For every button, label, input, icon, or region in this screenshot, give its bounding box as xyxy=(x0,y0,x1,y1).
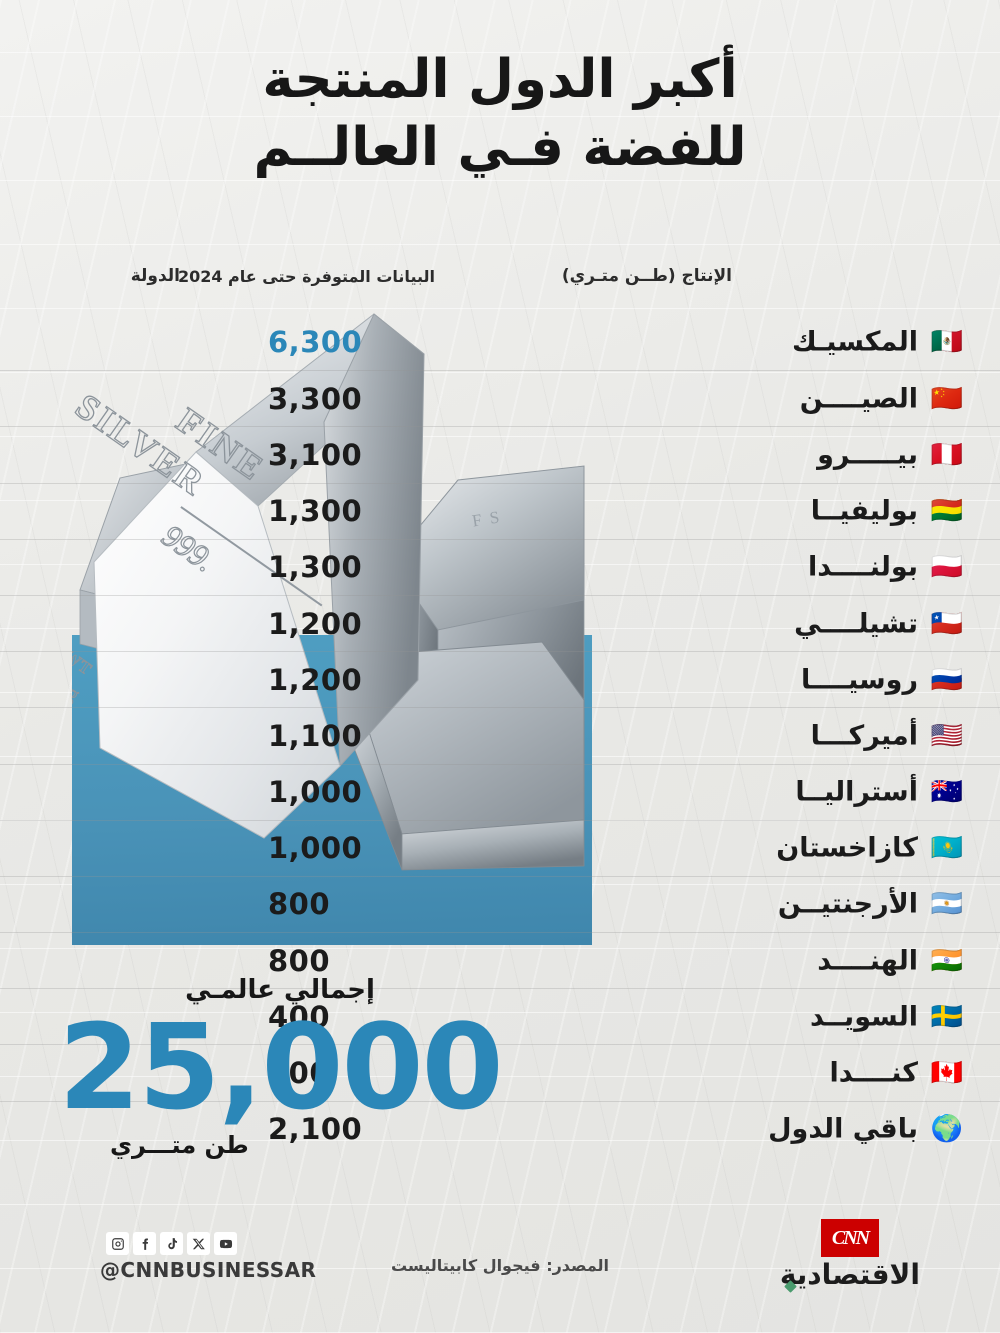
x-icon[interactable] xyxy=(187,1232,210,1255)
country-name: بولنــــدا xyxy=(808,551,918,583)
flag-peru: 🇵🇪 xyxy=(930,439,964,470)
tiktok-icon[interactable] xyxy=(160,1232,183,1255)
country-name: باقي الدول xyxy=(768,1113,918,1145)
table-row: 🇨🇳 الصيــــن 3,300 xyxy=(0,370,1000,426)
flag-china: 🇨🇳 xyxy=(930,383,964,414)
production-value: 1,000 xyxy=(268,831,363,866)
country-name: الهنــــد xyxy=(817,945,918,977)
production-value: 1,200 xyxy=(268,606,363,641)
country-name: الصيــــن xyxy=(799,383,918,415)
column-headers: الدولة الإنتاج (طــن متـري) البيانات الم… xyxy=(0,266,1000,294)
header-country: الدولة xyxy=(130,266,180,286)
flag-argentina: 🇦🇷 xyxy=(930,889,964,920)
production-value: 3,100 xyxy=(268,437,363,472)
flag-bolivia: 🇧🇴 xyxy=(930,496,964,527)
table-row: 🇵🇱 بولنــــدا 1,300 xyxy=(0,538,1000,595)
table-row: 🇦🇺 أستراليــا 1,000 xyxy=(0,763,1000,820)
cnn-logo: CNN xyxy=(821,1219,879,1257)
table-row: 🇨🇱 تشيلــــي 1,200 xyxy=(0,594,1000,651)
production-value: 1,100 xyxy=(268,718,363,753)
flag-australia: 🇦🇺 xyxy=(930,777,964,808)
flag-russia: 🇷🇺 xyxy=(930,664,964,695)
table-row: 🇺🇸 أميركـــا 1,100 xyxy=(0,707,1000,763)
production-value: 400 xyxy=(268,999,331,1034)
table-row: 🇧🇴 بوليفيــا 1,300 xyxy=(0,482,1000,539)
instagram-icon[interactable] xyxy=(106,1232,129,1255)
header-data-note: البيانات المتوفرة حتى عام 2024 xyxy=(177,267,435,286)
silver-bars-illustration: F S FINE SILVER .999 NET WT 1000g xyxy=(72,313,585,871)
source-credit: المصدر: فيجوال كابيتاليست xyxy=(390,1256,610,1275)
youtube-icon[interactable] xyxy=(214,1232,237,1255)
production-value: 2,100 xyxy=(268,1112,363,1147)
table-row: 🇵🇪 بيـــــرو 3,100 xyxy=(0,426,1000,482)
svg-text:F S: F S xyxy=(471,507,503,530)
table-row: 🇦🇷 الأرجنتيــن 800 xyxy=(0,875,1000,932)
flag-kazakhstan: 🇰🇿 xyxy=(930,833,964,864)
country-name: السويــد xyxy=(810,1001,918,1033)
production-value: 1,000 xyxy=(268,775,363,810)
production-value: 1,300 xyxy=(268,494,363,529)
global-total-unit: طن متـــري xyxy=(110,1131,249,1159)
social-handle[interactable]: @CNNBUSINESSAR xyxy=(100,1258,317,1282)
brand-name-arabic: الاقتصادية xyxy=(779,1258,920,1291)
table-row: 🇷🇺 روسيــــا 1,200 xyxy=(0,651,1000,707)
global-total-label: إجمالي عالمـي xyxy=(185,975,375,1005)
country-name: تشيلــــي xyxy=(794,608,918,640)
table-row: 🇲🇽 المكسيـك 6,300 xyxy=(0,314,1000,370)
flag-mexico: 🇲🇽 xyxy=(930,327,964,358)
production-value: 1,200 xyxy=(268,662,363,697)
production-value: 3,300 xyxy=(268,381,363,416)
title-line-1: أكبر الدول المنتجة xyxy=(262,49,738,110)
title-line-2: للفضة فـي العالــم xyxy=(253,116,747,178)
flag-sweden: 🇸🇪 xyxy=(930,1001,964,1032)
globe-icon: 🌍 xyxy=(930,1114,964,1145)
table-row: 🇰🇿 كازاخستان 1,000 xyxy=(0,819,1000,876)
country-name: أميركـــا xyxy=(810,720,918,752)
country-name: روسيــــا xyxy=(801,664,918,696)
country-name: كنــــدا xyxy=(829,1057,919,1089)
country-name: المكسيـك xyxy=(791,326,918,358)
country-name: كازاخستان xyxy=(776,832,918,864)
page-title: أكبر الدول المنتجة للفضة فـي العالــم xyxy=(0,46,1000,182)
country-name: الأرجنتيــن xyxy=(777,888,918,920)
flag-canada: 🇨🇦 xyxy=(930,1058,964,1089)
production-table: 🇲🇽 المكسيـك 6,300 🇨🇳 الصيــــن 3,300 🇵🇪 بيـــــ… xyxy=(0,314,1000,1157)
flag-usa: 🇺🇸 xyxy=(930,720,964,751)
global-total-value: 25,000 xyxy=(58,998,503,1136)
table-row: 🌍 باقي الدول 2,100 xyxy=(0,1100,1000,1157)
production-value: 800 xyxy=(268,887,331,922)
country-name: بيـــــرو xyxy=(817,439,918,471)
cnn-logo-text: CNN xyxy=(831,1226,870,1249)
table-row: 🇨🇦 كنــــدا 300 xyxy=(0,1044,1000,1100)
facebook-icon[interactable] xyxy=(133,1232,156,1255)
production-value: 800 xyxy=(268,943,331,978)
flag-india: 🇮🇳 xyxy=(930,945,964,976)
social-links[interactable] xyxy=(106,1232,237,1255)
country-name: أستراليــا xyxy=(795,776,918,808)
flag-chile: 🇨🇱 xyxy=(930,608,964,639)
table-row: 🇮🇳 الهنــــد 800 xyxy=(0,932,1000,988)
header-production: الإنتاج (طــن متـري) xyxy=(561,266,732,286)
table-row: 🇸🇪 السويــد 400 xyxy=(0,988,1000,1044)
country-name: بوليفيــا xyxy=(810,495,918,527)
flag-poland: 🇵🇱 xyxy=(930,552,964,583)
silver-bars-photo: F S FINE SILVER .999 NET WT 1000g xyxy=(72,300,592,945)
production-value: 300 xyxy=(268,1056,331,1091)
production-value: 6,300 xyxy=(268,325,363,360)
production-value: 1,300 xyxy=(268,550,363,585)
